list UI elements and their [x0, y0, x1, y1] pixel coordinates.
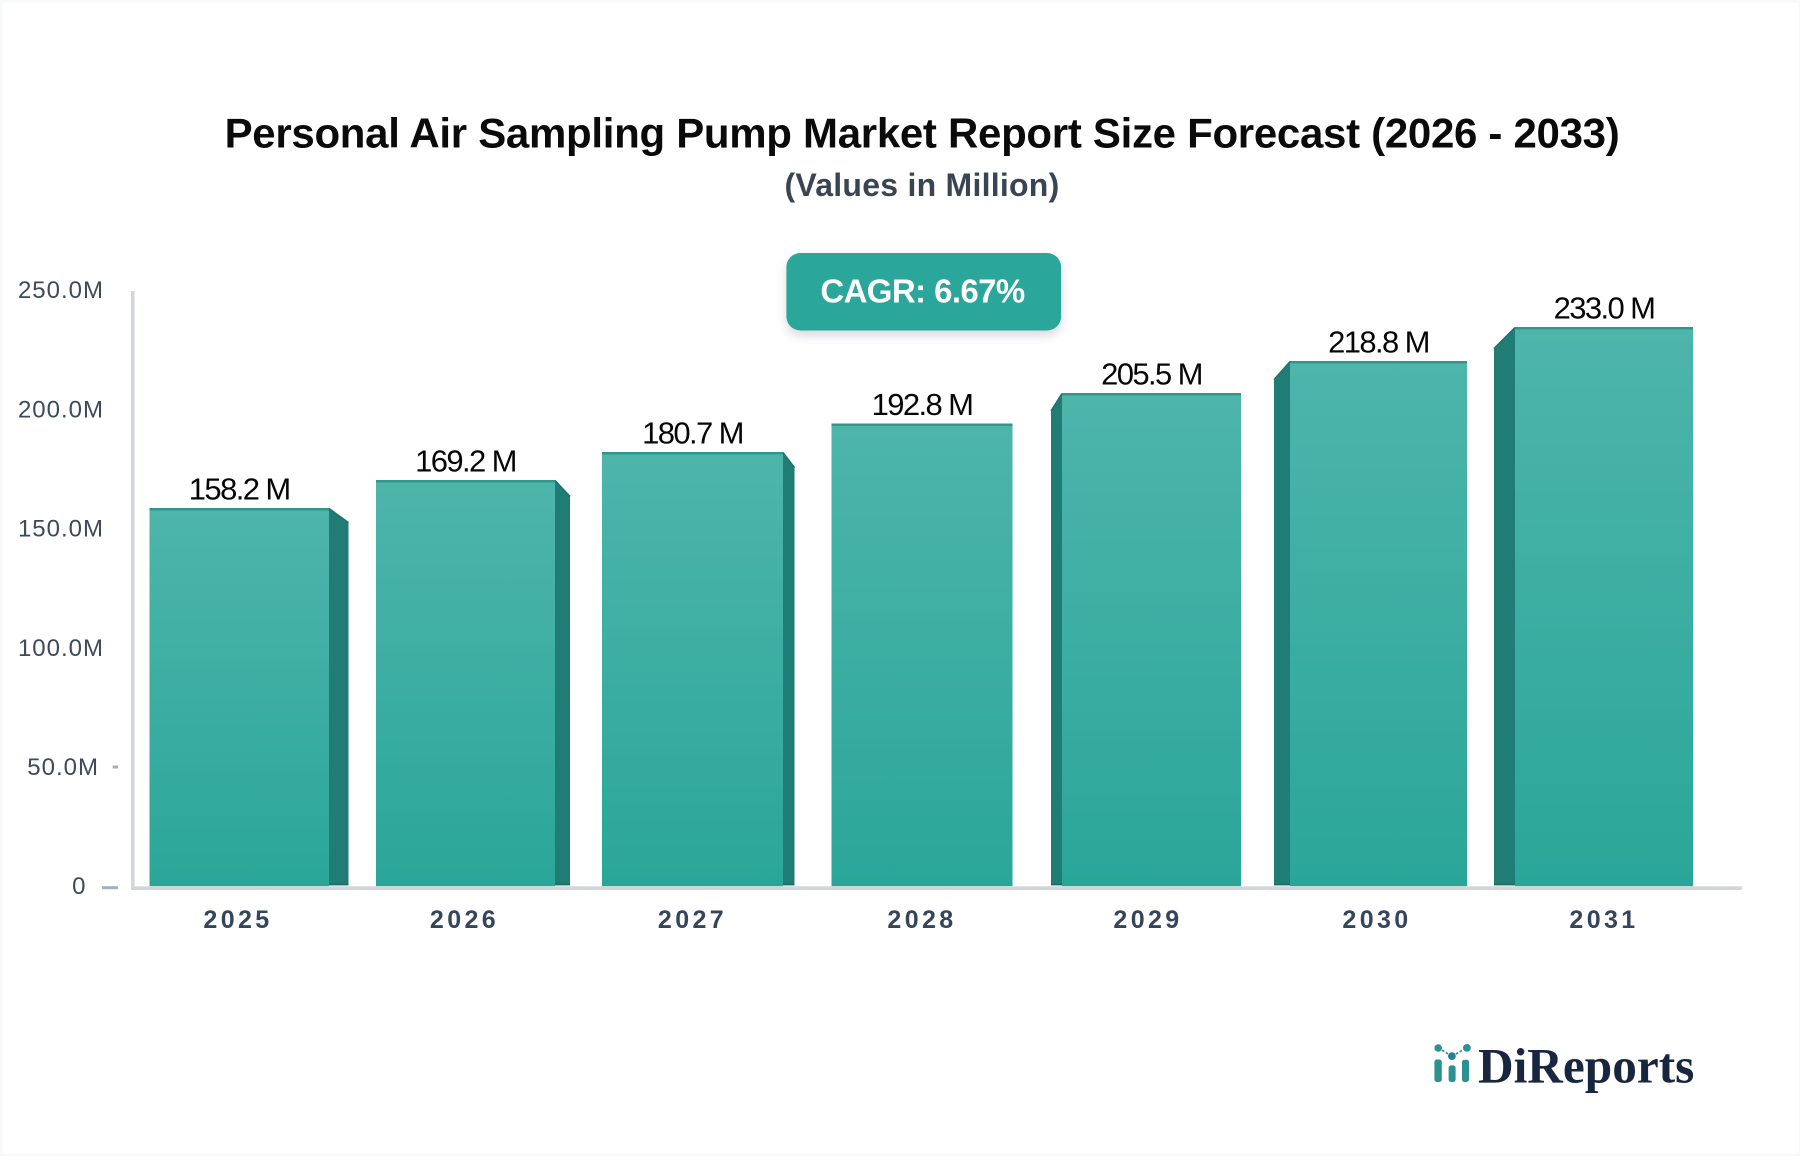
svg-text:2031: 2031 [1569, 906, 1638, 934]
svg-text:218.8 M: 218.8 M [1328, 325, 1429, 360]
svg-text:(Values in Million): (Values in Million) [785, 167, 1060, 203]
svg-text:192.8 M: 192.8 M [872, 387, 973, 422]
svg-text:250.0M: 250.0M [18, 277, 104, 304]
svg-text:200.0M: 200.0M [18, 396, 104, 423]
svg-text:100.0M: 100.0M [18, 635, 104, 662]
svg-text:205.5 M: 205.5 M [1101, 357, 1202, 392]
svg-text:DiReports: DiReports [1478, 1038, 1694, 1093]
svg-text:0: 0 [72, 873, 86, 900]
svg-text:2030: 2030 [1342, 906, 1411, 934]
svg-text:233.0 M: 233.0 M [1554, 291, 1655, 326]
svg-text:Personal Air Sampling Pump Mar: Personal Air Sampling Pump Market Report… [225, 110, 1620, 157]
svg-text:2025: 2025 [203, 906, 272, 934]
svg-text:2029: 2029 [1113, 906, 1182, 934]
svg-text:CAGR: 6.67%: CAGR: 6.67% [820, 272, 1025, 309]
svg-text:2027: 2027 [658, 906, 727, 934]
svg-text:180.7 M: 180.7 M [642, 416, 743, 451]
svg-text:2028: 2028 [887, 906, 956, 934]
svg-text:2026: 2026 [430, 906, 499, 934]
svg-text:50.0M: 50.0M [27, 754, 99, 781]
svg-text:158.2 M: 158.2 M [189, 472, 290, 507]
svg-text:150.0M: 150.0M [18, 516, 104, 543]
svg-text:169.2 M: 169.2 M [415, 444, 516, 479]
